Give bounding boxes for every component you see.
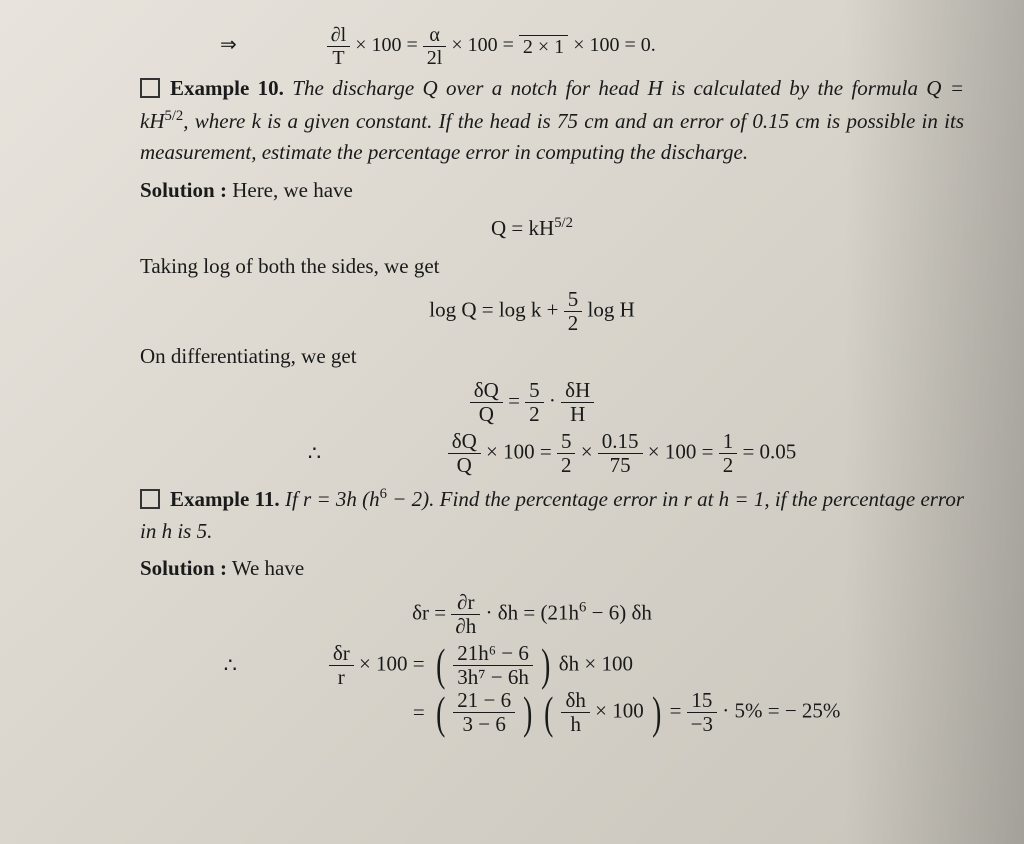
fraction: 21h⁶ − 6 3h⁷ − 6h xyxy=(453,642,533,689)
top-equation: ⇒ ∂l T × 100 = α 2l × 100 = 2 × 1 × 100 … xyxy=(220,24,964,69)
text-line: Taking log of both the sides, we get xyxy=(140,251,964,283)
equation: Q = kH5/2 xyxy=(100,212,964,245)
equation: log Q = log k + 5 2 log H xyxy=(100,288,964,335)
text-line: On differentiating, we get xyxy=(140,341,964,373)
fraction: α 2l xyxy=(423,24,447,69)
fraction: 21 − 6 3 − 6 xyxy=(453,689,515,736)
fraction: 5 2 xyxy=(564,288,583,335)
bullet-icon xyxy=(140,78,160,98)
fraction: δh h xyxy=(561,689,589,736)
fraction: 5 2 xyxy=(557,430,576,477)
solution-line: Solution : Here, we have xyxy=(140,175,964,207)
fraction: δQ Q xyxy=(448,430,481,477)
example-11-problem: Example 11. If r = 3h (h6 − 2). Find the… xyxy=(140,483,964,547)
equation: δQ Q = 5 2 · δH H xyxy=(100,379,964,426)
example-10-problem: Example 10. The discharge Q over a notch… xyxy=(140,73,964,169)
fraction: 5 2 xyxy=(525,379,544,426)
fraction: δr r xyxy=(329,642,354,689)
equation: δr = ∂r ∂h · δh = (21h6 − 6) δh xyxy=(100,591,964,638)
example-label: Example 10. xyxy=(170,76,284,100)
fraction: 1 2 xyxy=(719,430,738,477)
fraction: δQ Q xyxy=(470,379,503,426)
example-label: Example 11. xyxy=(170,487,280,511)
fraction: ∂l T xyxy=(327,24,350,69)
fraction: 0.15 75 xyxy=(598,430,643,477)
fraction: 2 × 1 xyxy=(519,35,568,58)
equation-row: ∴ δQ Q × 100 = 5 2 × 0.15 75 × 100 = 1 2… xyxy=(100,430,964,477)
fraction: ∂r ∂h xyxy=(451,591,480,638)
fraction: δH H xyxy=(561,379,594,426)
solution-label: Solution : xyxy=(140,556,227,580)
arrow: ⇒ xyxy=(220,34,237,56)
therefore-symbol: ∴ xyxy=(224,650,324,682)
aligned-equations: ∴ δr r × 100 = ( 21h⁶ − 6 3h⁷ − 6h ) δh … xyxy=(224,642,841,736)
therefore-symbol: ∴ xyxy=(268,438,448,470)
bullet-icon xyxy=(140,489,160,509)
fraction: 15 −3 xyxy=(687,689,717,736)
textbook-page: ⇒ ∂l T × 100 = α 2l × 100 = 2 × 1 × 100 … xyxy=(0,0,1024,756)
solution-line: Solution : We have xyxy=(140,553,964,585)
solution-label: Solution : xyxy=(140,178,227,202)
